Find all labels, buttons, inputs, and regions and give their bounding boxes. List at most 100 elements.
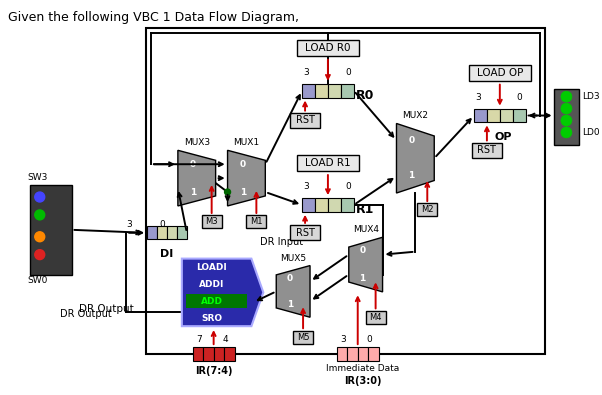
Bar bbox=[246, 215, 266, 228]
Text: 0: 0 bbox=[190, 160, 196, 169]
Bar bbox=[315, 84, 328, 98]
Text: RST: RST bbox=[477, 145, 496, 155]
Bar bbox=[500, 109, 513, 122]
Text: 0: 0 bbox=[159, 220, 165, 229]
Bar bbox=[302, 84, 315, 98]
Text: R1: R1 bbox=[356, 203, 374, 216]
Text: LD0: LD0 bbox=[582, 128, 600, 137]
Text: DR Output: DR Output bbox=[79, 304, 134, 314]
Bar bbox=[341, 198, 354, 212]
Text: RST: RST bbox=[296, 115, 314, 126]
Bar bbox=[146, 28, 545, 354]
Text: SW0: SW0 bbox=[28, 276, 48, 286]
Circle shape bbox=[35, 250, 45, 260]
Text: 0: 0 bbox=[359, 246, 365, 256]
Text: 3: 3 bbox=[303, 68, 309, 77]
Text: ADDI: ADDI bbox=[199, 280, 225, 289]
Text: MUX5: MUX5 bbox=[280, 254, 306, 263]
Text: 0: 0 bbox=[345, 68, 351, 77]
Text: Immediate Data: Immediate Data bbox=[326, 364, 399, 373]
Bar bbox=[302, 198, 315, 212]
Text: 0: 0 bbox=[367, 335, 373, 344]
Bar bbox=[358, 347, 368, 361]
Text: 3: 3 bbox=[340, 335, 346, 344]
Text: LOADI: LOADI bbox=[196, 263, 227, 272]
Circle shape bbox=[561, 115, 572, 126]
Text: LOAD OP: LOAD OP bbox=[477, 68, 523, 78]
Text: DR Output: DR Output bbox=[60, 309, 111, 319]
Polygon shape bbox=[276, 265, 310, 317]
Text: M3: M3 bbox=[205, 217, 218, 226]
Bar bbox=[167, 226, 177, 239]
Text: DR Input: DR Input bbox=[260, 237, 303, 247]
Bar bbox=[337, 347, 347, 361]
Text: IR(7:4): IR(7:4) bbox=[195, 366, 232, 376]
Text: 1: 1 bbox=[409, 171, 415, 180]
Text: ADD: ADD bbox=[200, 297, 223, 306]
Text: SRO: SRO bbox=[201, 314, 222, 323]
Bar bbox=[290, 225, 320, 240]
Bar bbox=[193, 347, 203, 361]
Text: M2: M2 bbox=[421, 205, 433, 214]
Bar bbox=[341, 84, 354, 98]
Circle shape bbox=[35, 192, 45, 202]
Circle shape bbox=[561, 91, 572, 102]
Bar bbox=[224, 347, 235, 361]
Polygon shape bbox=[182, 259, 263, 326]
Text: MUX4: MUX4 bbox=[353, 225, 379, 234]
Text: M5: M5 bbox=[297, 333, 309, 342]
Text: 0: 0 bbox=[287, 274, 293, 283]
Circle shape bbox=[225, 189, 231, 195]
Bar bbox=[297, 155, 359, 171]
Bar bbox=[469, 65, 530, 81]
Bar bbox=[328, 198, 341, 212]
Text: RST: RST bbox=[296, 228, 314, 238]
Text: M1: M1 bbox=[250, 217, 262, 226]
Bar bbox=[328, 84, 341, 98]
Text: Given the following VBC 1 Data Flow Diagram,: Given the following VBC 1 Data Flow Diag… bbox=[8, 11, 299, 24]
Text: OP: OP bbox=[494, 132, 512, 143]
Bar bbox=[368, 347, 379, 361]
Text: MUX3: MUX3 bbox=[184, 138, 210, 147]
Polygon shape bbox=[397, 124, 434, 193]
Text: 0: 0 bbox=[409, 136, 415, 145]
Text: 3: 3 bbox=[126, 220, 132, 229]
Text: 1: 1 bbox=[240, 188, 246, 197]
Text: 3: 3 bbox=[303, 182, 309, 191]
Circle shape bbox=[561, 103, 572, 114]
Text: 0: 0 bbox=[240, 160, 246, 169]
Text: 0: 0 bbox=[517, 92, 523, 102]
Bar bbox=[186, 294, 247, 308]
Bar bbox=[365, 311, 385, 324]
Bar bbox=[472, 143, 502, 158]
Bar bbox=[157, 226, 167, 239]
Bar bbox=[203, 347, 214, 361]
Bar bbox=[554, 89, 579, 145]
Circle shape bbox=[35, 232, 45, 242]
Text: R0: R0 bbox=[356, 89, 374, 102]
Text: 0: 0 bbox=[345, 182, 351, 191]
Bar bbox=[513, 109, 526, 122]
Bar bbox=[474, 109, 487, 122]
Text: 7: 7 bbox=[196, 335, 202, 344]
Text: LOAD R1: LOAD R1 bbox=[305, 158, 351, 168]
Text: DI: DI bbox=[160, 249, 173, 259]
Bar bbox=[315, 198, 328, 212]
Text: MUX2: MUX2 bbox=[402, 111, 429, 120]
Text: 1: 1 bbox=[287, 300, 293, 309]
Circle shape bbox=[561, 127, 572, 138]
Circle shape bbox=[35, 210, 45, 220]
Text: IR(3:0): IR(3:0) bbox=[344, 376, 382, 386]
Text: LOAD R0: LOAD R0 bbox=[305, 43, 351, 53]
Bar bbox=[177, 226, 187, 239]
Text: 3: 3 bbox=[475, 92, 481, 102]
Text: SW3: SW3 bbox=[28, 173, 48, 182]
Polygon shape bbox=[228, 150, 265, 206]
Bar bbox=[487, 109, 500, 122]
Bar bbox=[202, 215, 222, 228]
Text: M4: M4 bbox=[370, 313, 382, 322]
Bar bbox=[297, 40, 359, 56]
Bar bbox=[290, 113, 320, 128]
Polygon shape bbox=[178, 150, 216, 206]
Bar bbox=[347, 347, 358, 361]
